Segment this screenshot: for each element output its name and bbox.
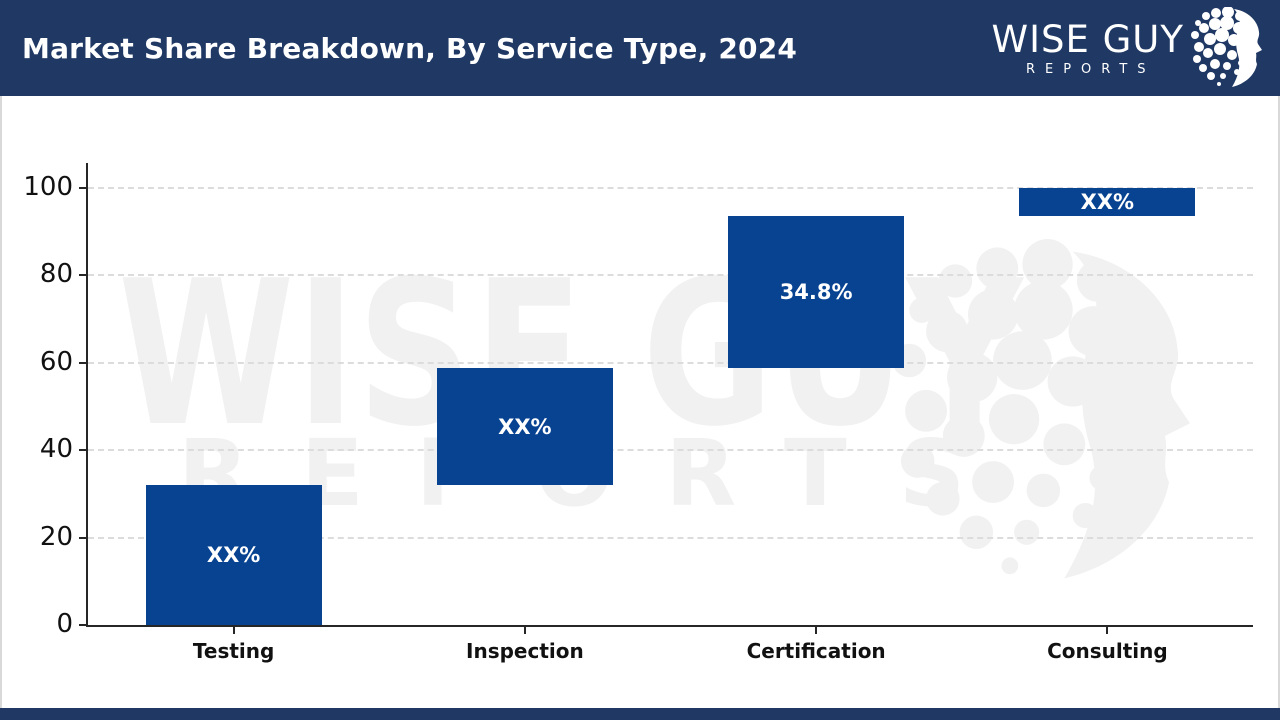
gridline-20: [88, 536, 1253, 539]
gridline-80: [88, 274, 1253, 277]
y-axis-tick: [79, 361, 87, 364]
header-bar: Market Share Breakdown, By Service Type,…: [0, 0, 1280, 96]
y-axis-line: [86, 163, 88, 627]
y-axis-tick: [79, 449, 87, 452]
gridline-100: [88, 187, 1253, 189]
dotted-face-icon: [1191, 7, 1262, 87]
y-axis-tick-label: 60: [39, 346, 73, 377]
footer-bar: [0, 708, 1280, 720]
bar-inspection: XX%: [436, 368, 613, 486]
bar-testing: XX%: [145, 485, 322, 625]
y-axis-tick: [79, 536, 87, 539]
y-axis-tick: [79, 274, 87, 277]
bar-consulting: XX%: [1019, 188, 1196, 216]
x-axis-tick: [523, 627, 526, 634]
bar-value-label: XX%: [1080, 189, 1135, 214]
y-axis-tick-label: 80: [39, 259, 73, 290]
watermark-dotted-face-icon: [892, 239, 1190, 579]
y-axis-tick: [79, 624, 87, 626]
brand-logo: WISE GUY REPORTS: [992, 7, 1266, 89]
y-axis-tick-label: 0: [56, 609, 73, 639]
chart-title: Market Share Breakdown, By Service Type,…: [22, 31, 798, 65]
y-axis-tick-label: 40: [39, 434, 73, 465]
x-axis-tick: [815, 627, 818, 634]
x-axis-category-label: Testing: [192, 639, 275, 663]
x-axis-line: [86, 625, 1253, 627]
gridline-40: [88, 449, 1253, 452]
x-axis-category-label: Certification: [746, 639, 886, 663]
bar-certification: 34.8%: [728, 215, 905, 369]
y-axis-tick: [79, 187, 87, 189]
y-axis-tick-label: 20: [39, 521, 73, 552]
x-axis-category-label: Inspection: [466, 639, 584, 663]
bar-value-label: XX%: [206, 543, 261, 568]
gridline-60: [88, 361, 1253, 364]
brand-name: WISE GUY: [991, 17, 1184, 61]
x-axis-tick: [232, 627, 235, 634]
bar-value-label: XX%: [498, 414, 552, 439]
y-axis-tick-label: 100: [23, 172, 73, 202]
x-axis-category-label: Consulting: [1047, 639, 1168, 663]
x-axis-tick: [1106, 627, 1109, 634]
brand-subname: REPORTS: [1025, 61, 1156, 77]
bar-value-label: 34.8%: [779, 279, 853, 304]
brand-logo-text: WISE GUY REPORTS: [992, 21, 1184, 76]
